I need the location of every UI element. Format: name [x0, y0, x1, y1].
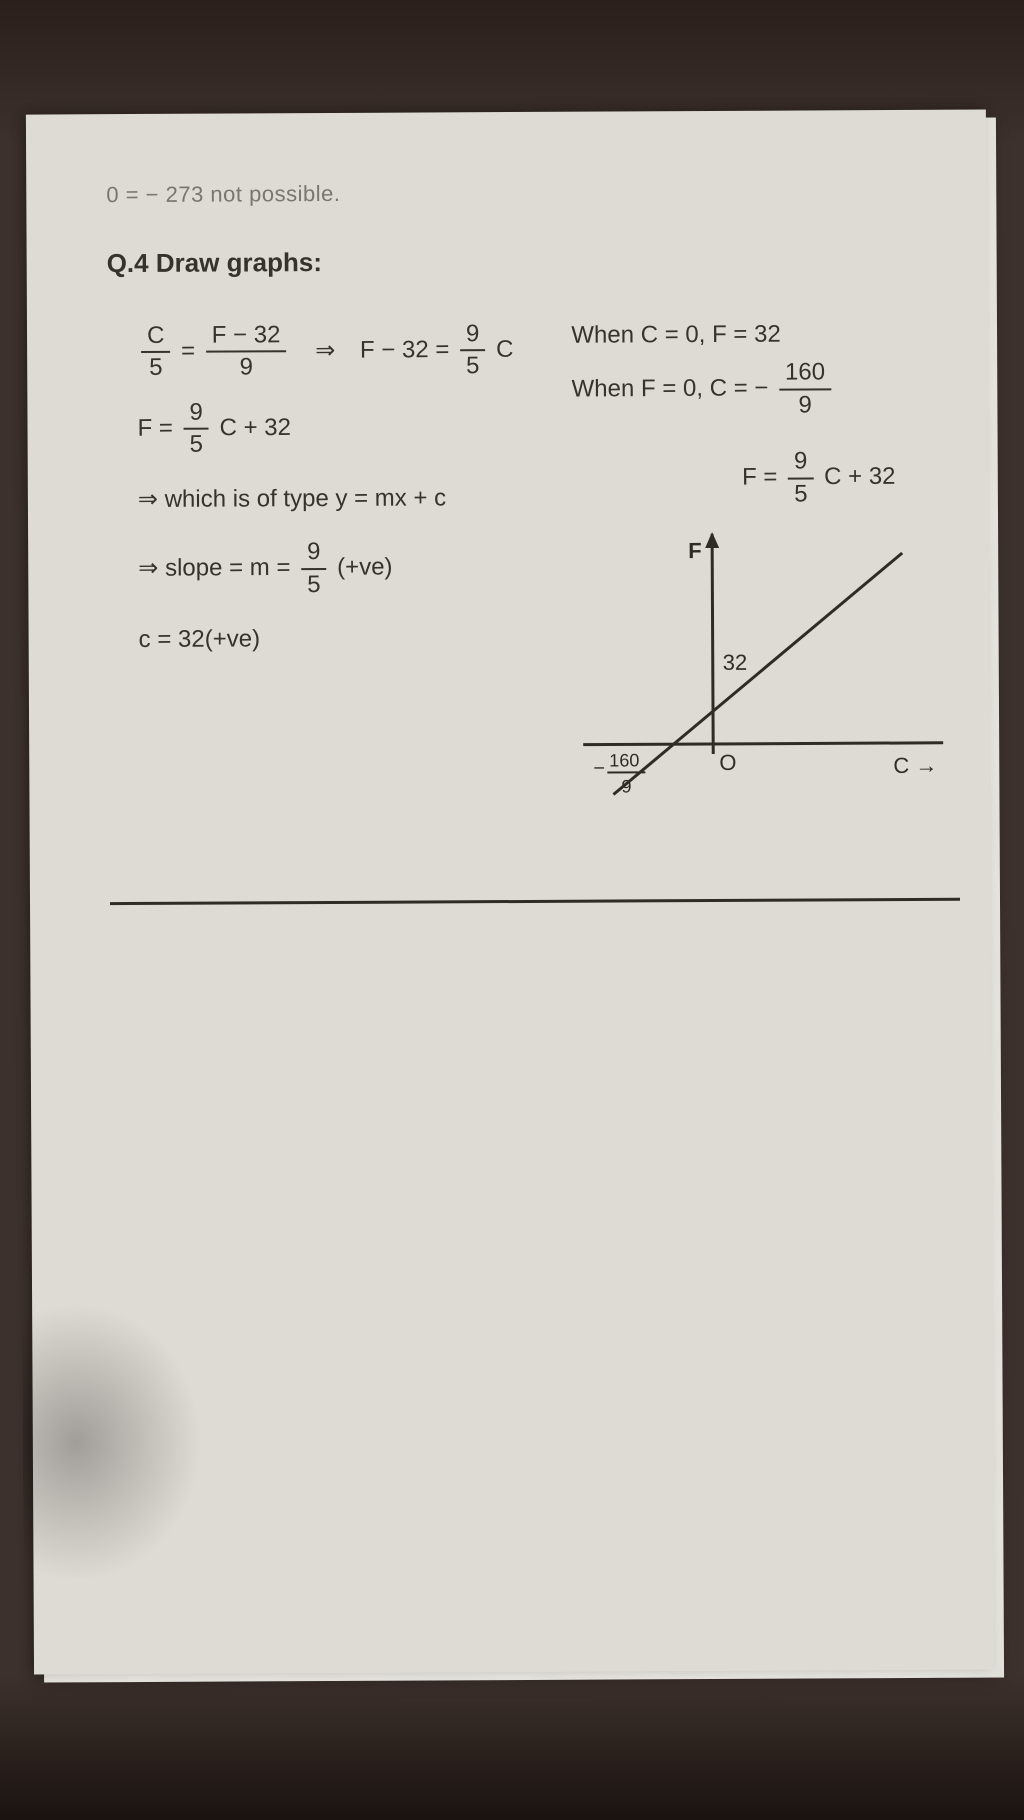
- slope-tail: (+ve): [337, 554, 393, 581]
- when-f-0: When F = 0, C = − 160 9: [571, 359, 957, 420]
- equation-4: ⇒ slope = m = 9 5 (+ve): [138, 538, 533, 599]
- equations-column: C 5 = F − 32 9 ⇒ F − 32 = 9 5: [107, 311, 534, 842]
- two-column-layout: C 5 = F − 32 9 ⇒ F − 32 = 9 5: [107, 309, 960, 842]
- tail-c: C: [496, 336, 513, 363]
- equation-2: F = 9 5 C + 32: [137, 398, 532, 459]
- svg-text:9: 9: [622, 776, 632, 796]
- frac-160-9: 160 9: [779, 360, 831, 419]
- f-minus-32-eq: F − 32 =: [360, 336, 450, 363]
- frac-9-5-b: 9 5: [183, 399, 209, 458]
- equation-3: ⇒ which is of type y = mx + c: [138, 474, 533, 522]
- graph-svg: F 32 O −160 9 C →: [572, 513, 954, 835]
- graph-column: When C = 0, F = 32 When F = 0, C = − 160…: [571, 309, 959, 840]
- frac-c-5: C 5: [141, 323, 171, 382]
- implies-arrow-1: ⇒: [315, 328, 335, 374]
- graph-area: F = 9 5 C + 32 F 32 O −160 9 C →: [572, 448, 960, 840]
- svg-text:32: 32: [723, 650, 748, 675]
- svg-text:160: 160: [609, 750, 639, 770]
- frac-9-5-a: 9 5: [460, 321, 486, 380]
- frac-9-5-graph: 9 5: [788, 449, 814, 508]
- svg-text:C →: C →: [894, 753, 938, 778]
- frac-9-5-c: 9 5: [301, 539, 327, 598]
- c-plus-32: C + 32: [219, 414, 291, 441]
- graph-equation-label: F = 9 5 C + 32: [742, 448, 958, 508]
- question-heading: Q.4 Draw graphs:: [107, 244, 957, 279]
- equation-1: C 5 = F − 32 9 ⇒ F − 32 = 9 5: [137, 321, 532, 382]
- slope-pre: ⇒ slope = m =: [138, 554, 290, 582]
- equals-1: =: [181, 337, 202, 364]
- f-equals: F =: [137, 414, 172, 441]
- when-c-0: When C = 0, F = 32: [571, 315, 957, 355]
- section-divider: [110, 898, 960, 905]
- svg-text:O: O: [719, 750, 736, 775]
- photo-shadow: [22, 1302, 203, 1583]
- paper-sheet: 0 = − 273 not possible. Q.4 Draw graphs:…: [36, 117, 1004, 1682]
- svg-text:−: −: [594, 758, 606, 780]
- frac-f32-9: F − 32 9: [206, 322, 287, 381]
- equation-5: c = 32(+ve): [139, 615, 534, 663]
- desk-background: 0 = − 273 not possible. Q.4 Draw graphs:…: [0, 0, 1024, 1820]
- svg-text:F: F: [688, 538, 702, 563]
- prev-line-faint: 0 = − 273 not possible.: [106, 178, 956, 208]
- page-content: 0 = − 273 not possible. Q.4 Draw graphs:…: [106, 178, 960, 905]
